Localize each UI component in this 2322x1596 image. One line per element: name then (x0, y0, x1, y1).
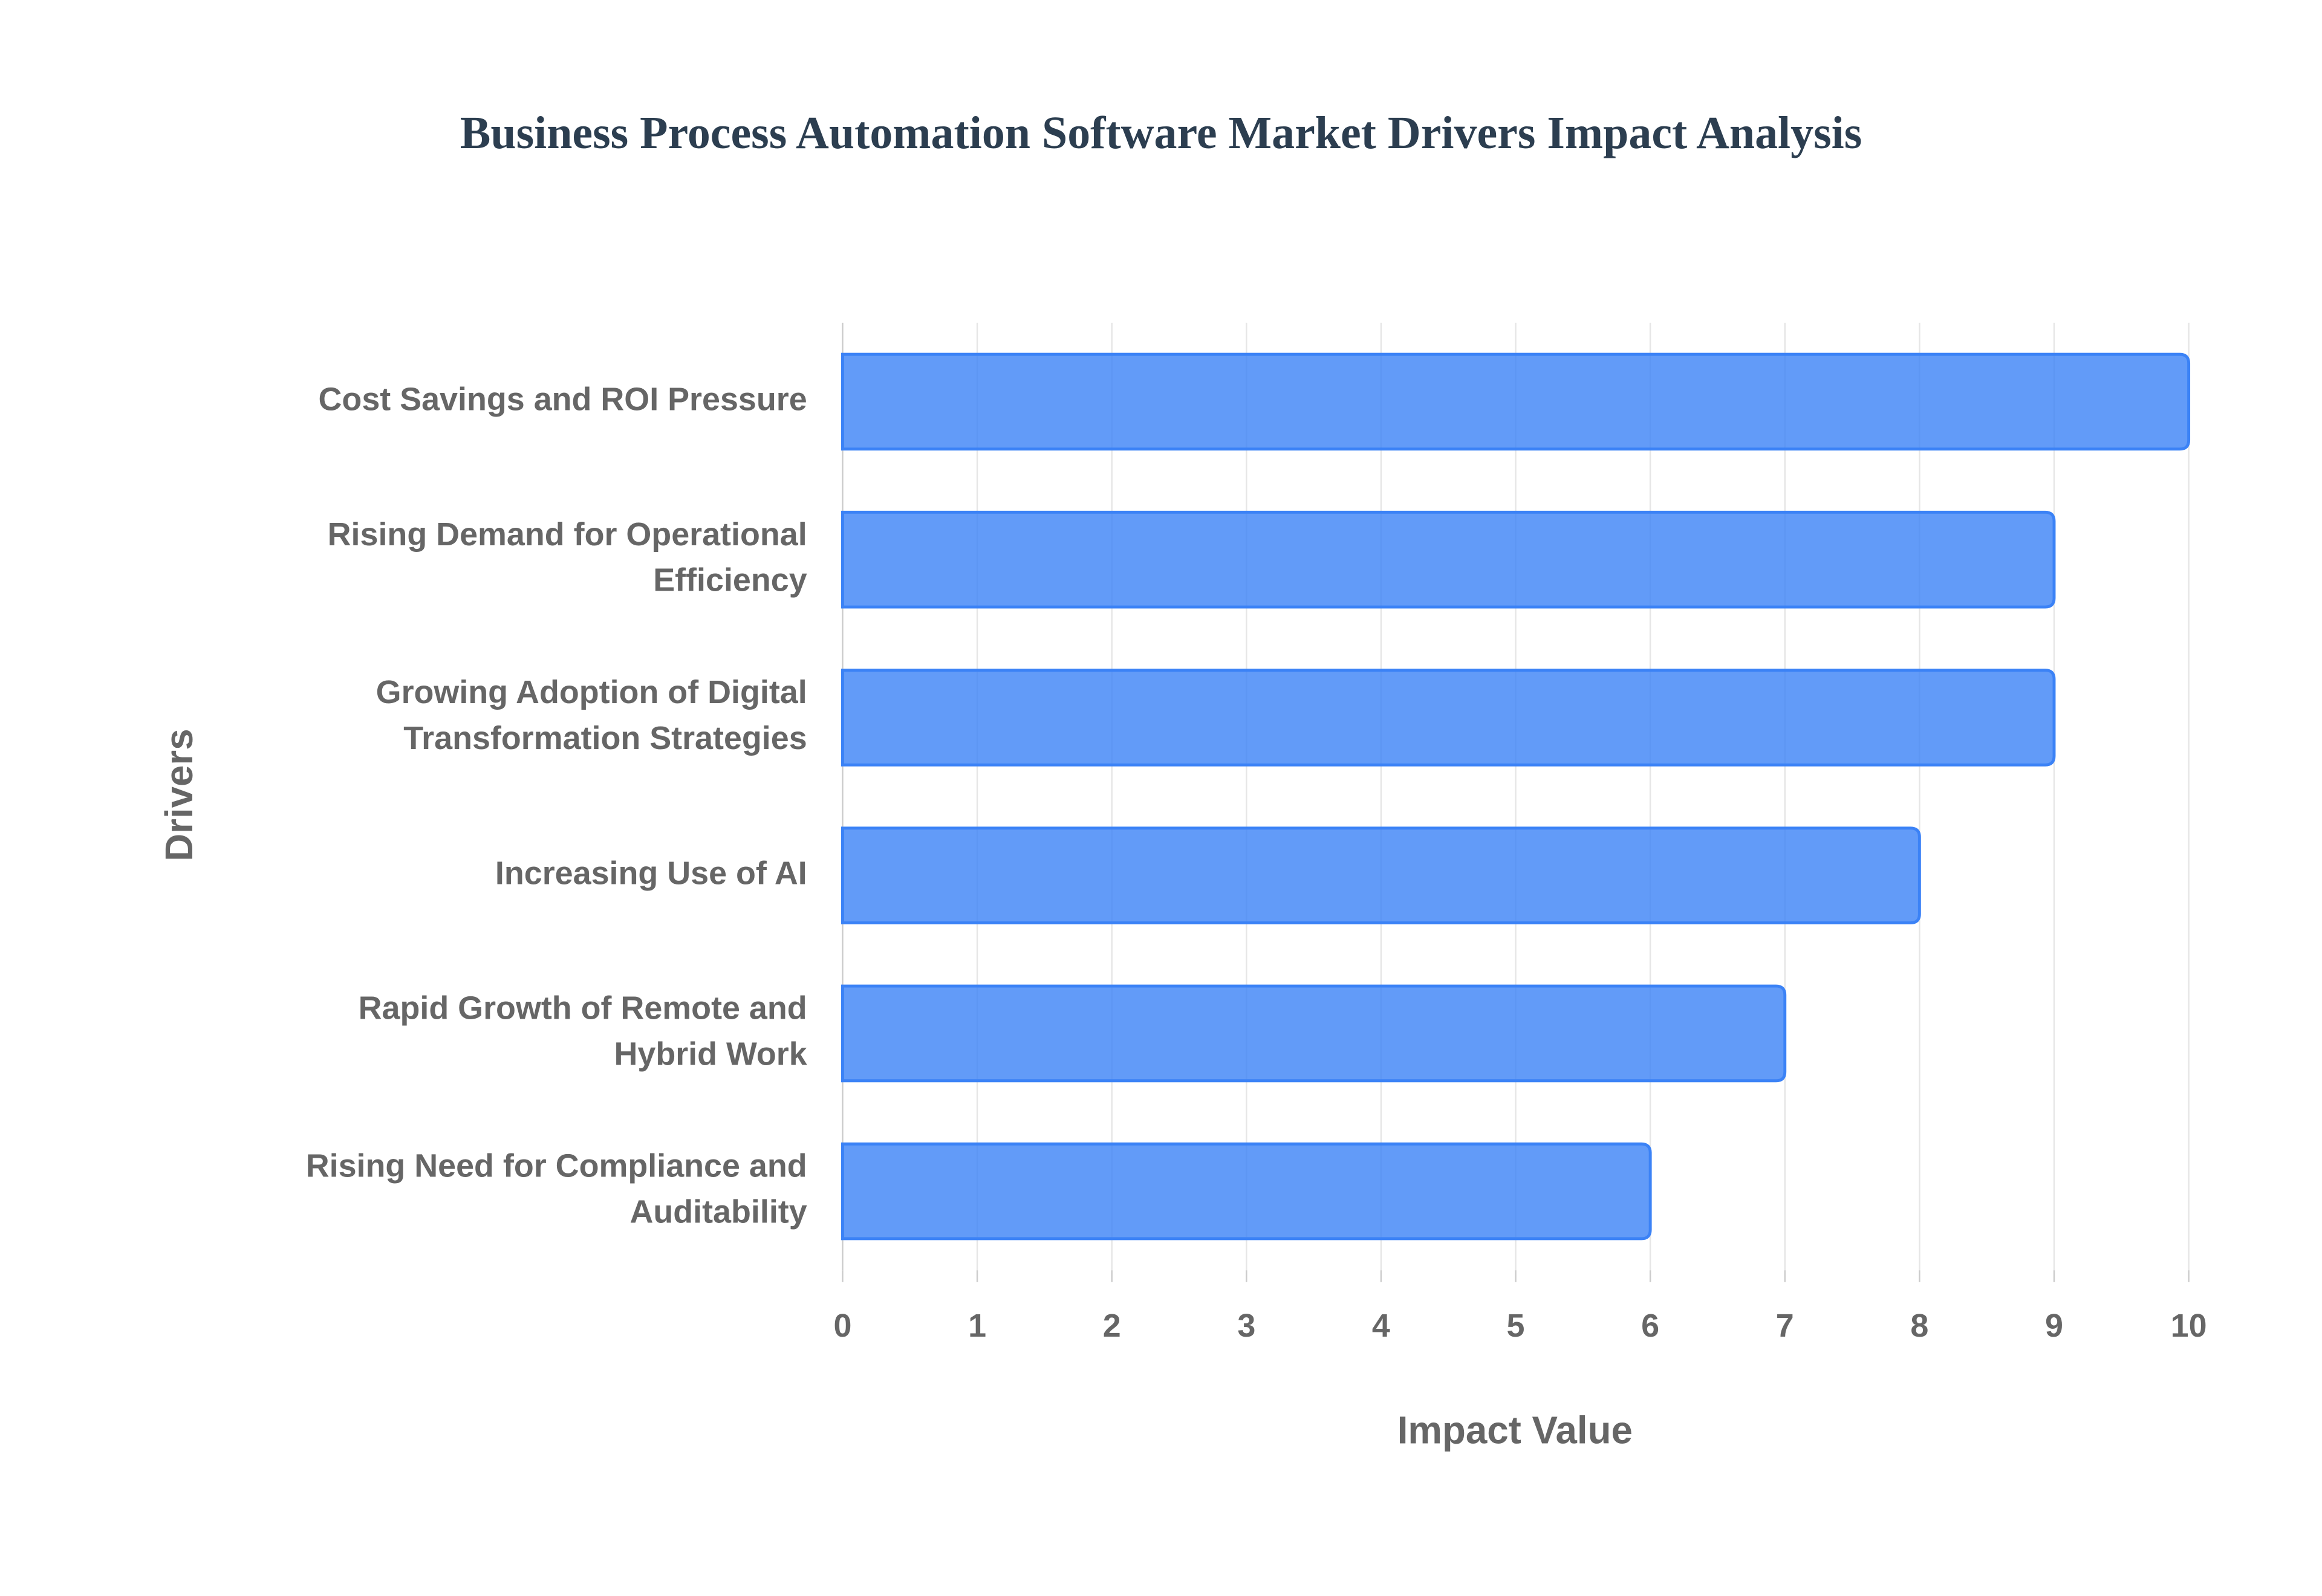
x-tick-label: 1 (968, 1308, 986, 1344)
x-tick-label: 3 (1237, 1308, 1255, 1344)
chart-title: Business Process Automation Software Mar… (460, 108, 1862, 158)
y-axis-title: Drivers (158, 728, 201, 861)
y-tick-label: Increasing Use of AI (495, 855, 807, 891)
y-tick-label: Growing Adoption of Digital Transformati… (376, 674, 807, 756)
x-tick-label: 5 (1507, 1308, 1525, 1344)
x-tick-label: 6 (1641, 1308, 1659, 1344)
y-tick-label: Rising Need for Compliance and Auditabil… (306, 1148, 807, 1230)
bar (841, 352, 2191, 451)
x-tick-label: 9 (2045, 1308, 2063, 1344)
x-tick-label: 4 (1372, 1308, 1390, 1344)
x-tick-label: 10 (2171, 1308, 2207, 1344)
x-tick-label: 2 (1103, 1308, 1121, 1344)
y-tick-label: Rising Demand for Operational Efficiency (328, 516, 807, 598)
x-axis-title: Impact Value (1397, 1409, 1633, 1452)
bar (841, 510, 2056, 609)
bar (841, 669, 2056, 767)
x-tick-label: 0 (833, 1308, 851, 1344)
bar (841, 826, 1921, 924)
bar (841, 1142, 1652, 1241)
bar (841, 984, 1787, 1083)
y-tick-label: Cost Savings and ROI Pressure (319, 381, 807, 418)
y-tick-label: Rapid Growth of Remote and Hybrid Work (359, 990, 807, 1072)
x-tick-label: 8 (1910, 1308, 1928, 1344)
x-tick-label: 7 (1776, 1308, 1794, 1344)
